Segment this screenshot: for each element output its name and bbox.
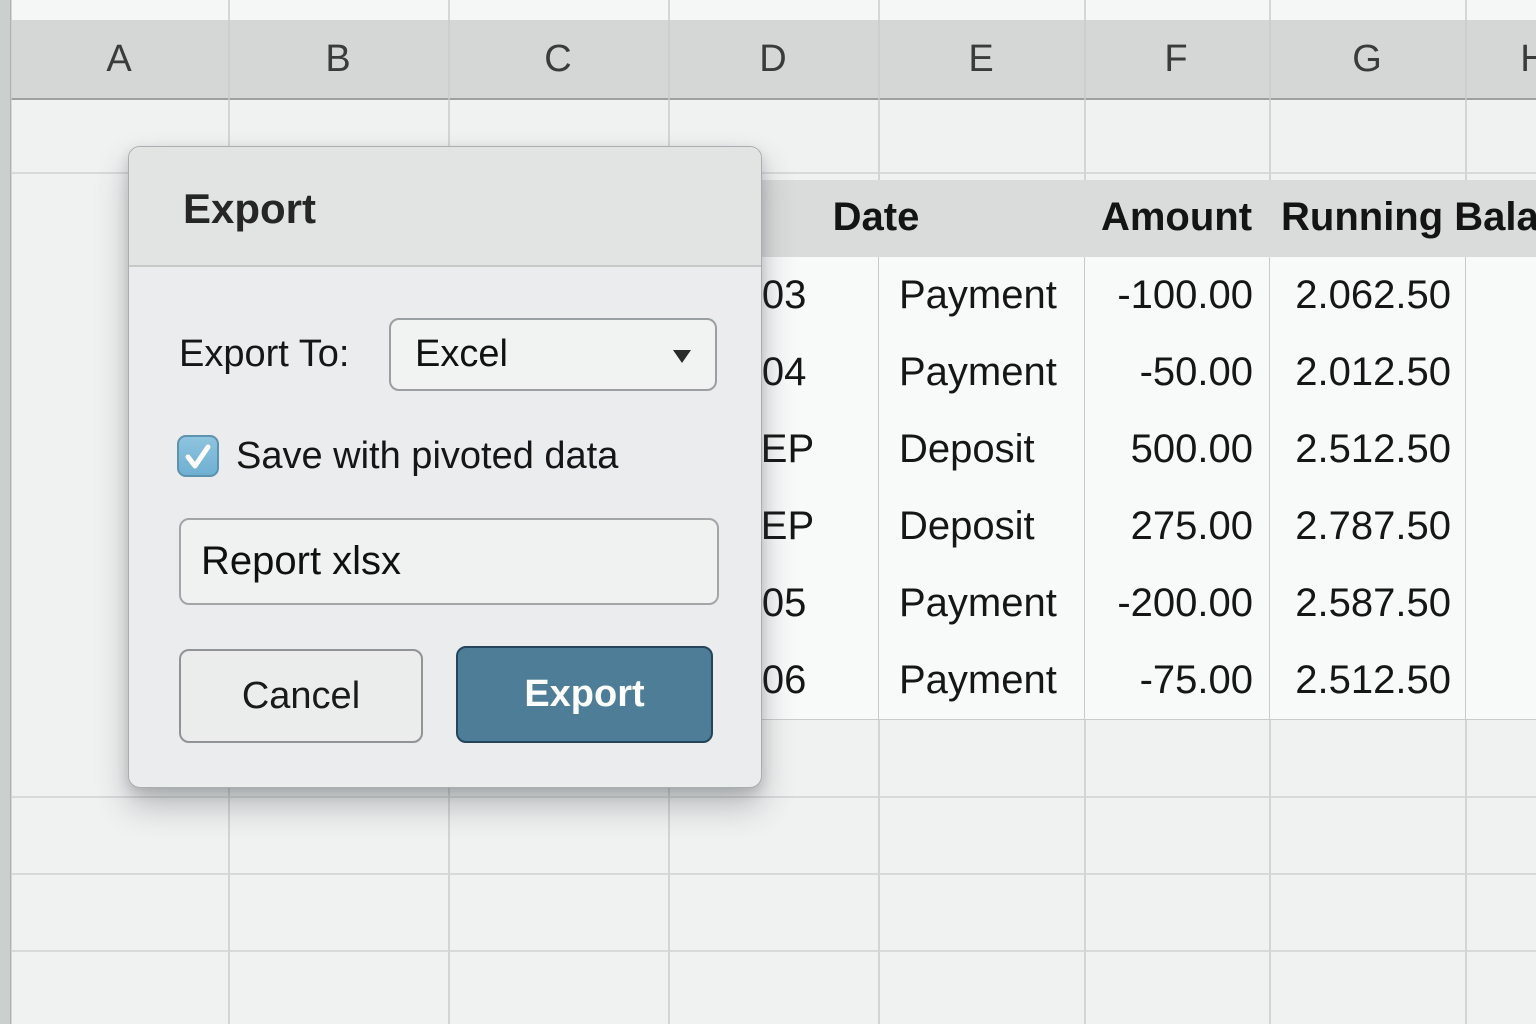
- filename-input[interactable]: [179, 518, 719, 605]
- table-cell[interactable]: Deposit: [878, 411, 1084, 488]
- table-cell[interactable]: Payment: [878, 334, 1084, 411]
- transactions-table: Date Amount Running Balance 103Payment-1…: [668, 180, 1536, 720]
- table-row: DEP Deposit 500.00 2.512.50: [668, 411, 1536, 489]
- column-header-F[interactable]: F: [1164, 38, 1188, 80]
- gridline-vertical: [10, 0, 12, 1024]
- export-to-label: Export To:: [179, 333, 350, 375]
- table-cell[interactable]: -75.00: [1084, 642, 1269, 719]
- sheet-top-strip: [0, 0, 1536, 20]
- table-cell[interactable]: Payment: [878, 565, 1084, 642]
- export-to-selected-value: Excel: [415, 333, 508, 375]
- column-header-B[interactable]: B: [325, 38, 351, 80]
- pivot-data-checkbox[interactable]: [177, 435, 219, 477]
- table-cell[interactable]: [1465, 565, 1536, 642]
- table-row: 103 Payment -100.00 2.062.50: [668, 257, 1536, 335]
- pivot-data-checkbox-label: Save with pivoted data: [236, 435, 619, 477]
- table-header-running-balance[interactable]: Running Balance: [1281, 195, 1536, 239]
- checkmark-icon: [185, 444, 211, 469]
- table-cell[interactable]: 2.587.50: [1269, 565, 1465, 642]
- table-cell[interactable]: -200.00: [1084, 565, 1269, 642]
- table-cell[interactable]: [1465, 411, 1536, 488]
- chevron-down-icon: [673, 350, 691, 363]
- table-cell[interactable]: [1465, 257, 1536, 334]
- column-header-band: [0, 20, 1536, 100]
- table-cell[interactable]: 500.00: [1084, 411, 1269, 488]
- table-row: 106 Payment -75.00 2.512.50: [668, 642, 1536, 720]
- table-cell[interactable]: Payment: [878, 642, 1084, 719]
- table-cell[interactable]: Payment: [878, 257, 1084, 334]
- dialog-title: Export: [183, 185, 317, 232]
- export-to-dropdown[interactable]: Excel: [389, 318, 717, 391]
- table-header-date[interactable]: Date: [832, 195, 920, 239]
- table-cell[interactable]: [1465, 334, 1536, 411]
- table-row: 104 Payment -50.00 2.012.50: [668, 334, 1536, 412]
- column-header-H[interactable]: H: [1520, 38, 1536, 80]
- table-cell[interactable]: [1465, 488, 1536, 565]
- table-row: 105 Payment -200.00 2.587.50: [668, 565, 1536, 643]
- row-header-edge: [0, 0, 11, 1024]
- table-cell[interactable]: -50.00: [1084, 334, 1269, 411]
- table-cell[interactable]: -100.00: [1084, 257, 1269, 334]
- gridline-horizontal: [0, 950, 1536, 952]
- gridline-horizontal: [0, 796, 1536, 798]
- dialog-header: Export: [129, 147, 761, 267]
- table-cell[interactable]: 2.062.50: [1269, 257, 1465, 334]
- column-header-E[interactable]: E: [968, 38, 994, 80]
- table-cell[interactable]: 2.512.50: [1269, 642, 1465, 719]
- table-cell[interactable]: 2.512.50: [1269, 411, 1465, 488]
- table-cell[interactable]: [1465, 642, 1536, 719]
- table-header-row: Date Amount Running Balance: [668, 180, 1536, 259]
- table-cell[interactable]: Deposit: [878, 488, 1084, 565]
- table-cell[interactable]: 2.787.50: [1269, 488, 1465, 565]
- table-cell[interactable]: 2.012.50: [1269, 334, 1465, 411]
- table-row: DEP Deposit 275.00 2.787.50: [668, 488, 1536, 566]
- column-header-G[interactable]: G: [1352, 38, 1382, 80]
- column-header-D[interactable]: D: [759, 38, 787, 80]
- table-cell[interactable]: 275.00: [1084, 488, 1269, 565]
- export-dialog: Export Export To: Excel Save with pivote…: [128, 146, 762, 788]
- gridline-horizontal: [0, 172, 1536, 174]
- table-header-amount[interactable]: Amount: [1100, 195, 1253, 239]
- cancel-button[interactable]: Cancel: [179, 649, 423, 743]
- column-header-A[interactable]: A: [106, 38, 132, 80]
- export-button[interactable]: Export: [456, 646, 713, 743]
- gridline-horizontal: [0, 873, 1536, 875]
- column-header-C[interactable]: C: [544, 38, 572, 80]
